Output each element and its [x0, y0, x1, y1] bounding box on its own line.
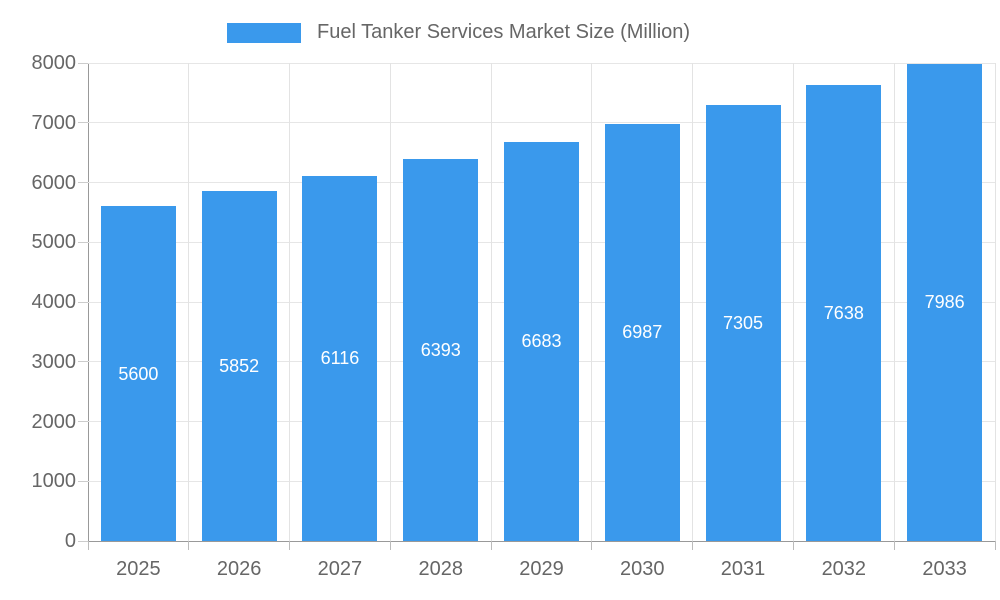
x-axis-tick-label: 2028	[418, 558, 463, 580]
bar-2029	[504, 141, 579, 541]
y-axis-tick-label: 4000	[31, 291, 77, 313]
x-axis-tick-label: 2025	[116, 558, 161, 580]
x-axis-tick	[490, 541, 492, 550]
y-axis-tick-label: 7000	[31, 111, 77, 134]
bar-2025	[100, 206, 176, 541]
gridline-vertical	[692, 63, 694, 541]
legend-label: Fuel Tanker Services Market Size (Millio…	[317, 21, 691, 43]
x-axis-tick	[188, 541, 190, 550]
x-axis-tick-label: 2029	[519, 558, 564, 580]
plot-area: 5600 5852 6116 6393 6683 6987 7305 7638 7986	[88, 62, 996, 541]
gridline-vertical	[289, 63, 291, 541]
x-axis-tick-label: 2031	[720, 558, 766, 580]
y-axis-tick	[78, 480, 88, 482]
y-axis-tick	[78, 62, 88, 64]
bar-value-label: 6683	[521, 331, 562, 352]
bar-2030	[604, 123, 680, 541]
gridline-horizontal	[88, 122, 995, 124]
gridline-horizontal	[88, 62, 995, 64]
gridline-vertical	[389, 63, 391, 541]
bar-2032	[806, 84, 882, 541]
gridline-vertical	[188, 63, 190, 541]
bar-2033	[907, 63, 983, 541]
y-axis-tick-label: 1000	[31, 470, 77, 493]
x-axis-tick	[87, 541, 89, 550]
legend-swatch	[227, 22, 301, 43]
gridline-vertical	[893, 63, 895, 541]
x-axis-tick-label: 2033	[922, 558, 967, 580]
y-axis-tick	[78, 122, 88, 124]
bar-value-label: 5600	[118, 363, 159, 384]
x-axis-tick-label: 2030	[620, 558, 665, 580]
x-axis-tick	[792, 541, 794, 550]
y-axis-tick	[78, 241, 88, 243]
legend-item[interactable]: Fuel Tanker Services Market Size (Millio…	[227, 21, 690, 44]
x-axis-tick	[591, 541, 593, 550]
bar-value-label: 6393	[420, 340, 461, 360]
bar-value-label: 7305	[723, 312, 764, 333]
bar-value-label: 6987	[622, 322, 663, 343]
x-axis-tick-label: 2026	[216, 558, 262, 580]
y-axis-tick	[78, 361, 88, 363]
bar-value-label: 7638	[823, 302, 864, 323]
x-axis-tick	[389, 541, 391, 550]
x-axis-tick	[893, 541, 895, 550]
gridline-vertical	[994, 63, 996, 541]
y-axis-tick-label: 0	[64, 530, 76, 552]
x-axis-tick	[692, 541, 694, 550]
x-axis-tick-label: 2027	[317, 558, 363, 580]
bar-2026	[201, 191, 277, 541]
bar-value-label: 7986	[924, 292, 965, 313]
y-axis-tick	[78, 421, 88, 422]
y-axis-tick-label: 5000	[31, 231, 77, 254]
y-axis-tick	[78, 301, 88, 303]
y-axis-tick-label: 3000	[31, 350, 77, 373]
x-axis-tick	[994, 541, 996, 550]
x-axis-line	[88, 541, 995, 542]
y-axis-tick	[78, 182, 88, 183]
gridline-vertical	[792, 63, 794, 541]
gridline-vertical	[591, 63, 593, 541]
y-axis-tick-label: 6000	[31, 171, 77, 194]
y-axis-tick-label: 2000	[31, 410, 77, 433]
bar-value-label: 5852	[219, 356, 260, 377]
bar-2027	[302, 175, 378, 541]
x-axis-tick-label: 2032	[821, 558, 867, 580]
bar-value-label: 6116	[320, 348, 360, 369]
bar-2031	[705, 104, 781, 541]
x-axis-tick	[289, 541, 291, 550]
gridline-vertical	[490, 63, 492, 541]
bar-2028	[403, 159, 479, 541]
y-axis-tick	[78, 540, 88, 542]
y-axis-tick-label: 8000	[31, 52, 77, 74]
